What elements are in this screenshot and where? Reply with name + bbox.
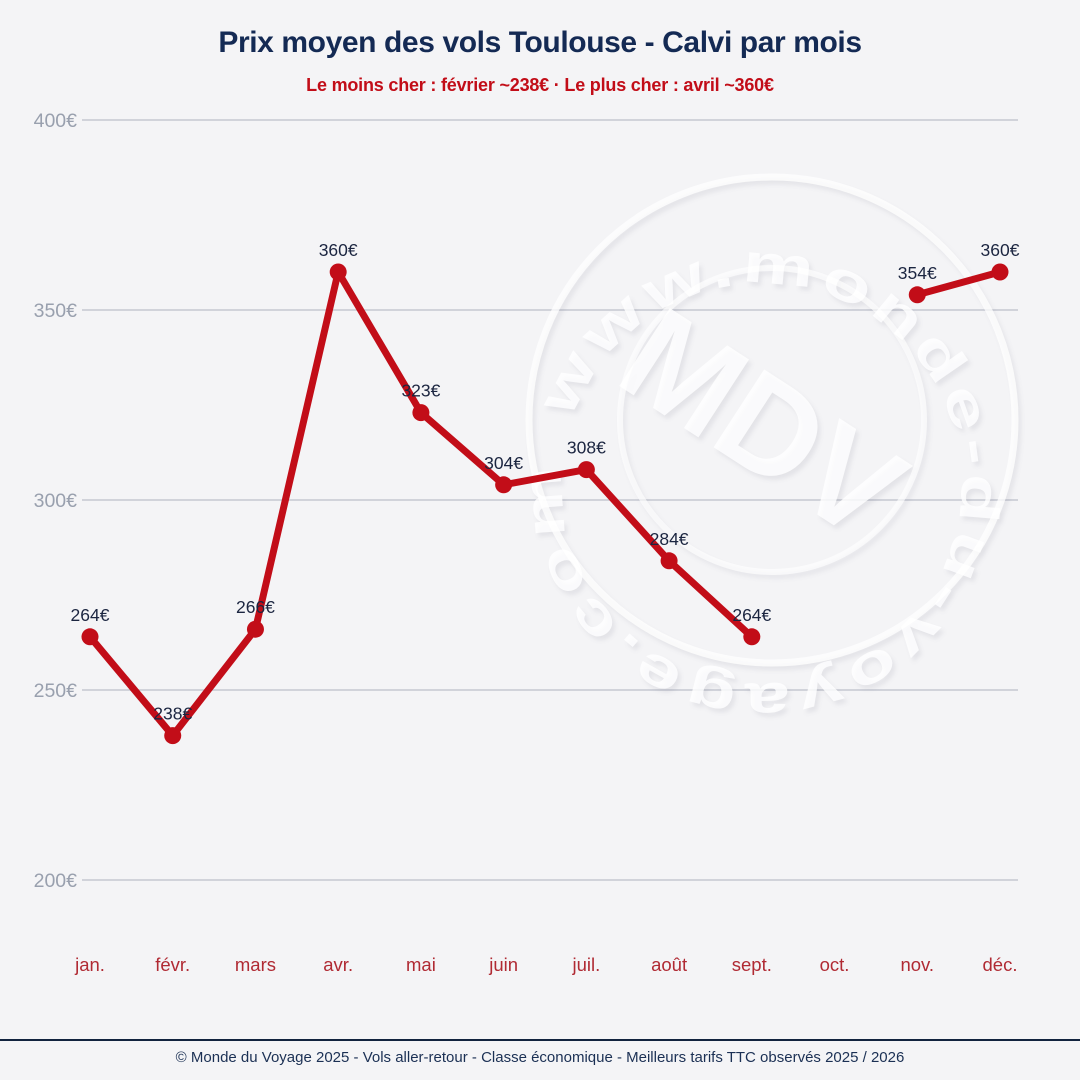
data-point <box>412 404 430 422</box>
data-point-label: 360€ <box>981 240 1020 260</box>
y-axis-tick-label: 350€ <box>34 300 78 322</box>
month-label: nov. <box>900 954 934 975</box>
data-point-label: 323€ <box>401 381 440 401</box>
month-label: févr. <box>155 954 190 975</box>
data-point <box>743 628 761 646</box>
month-label: juin <box>488 954 518 975</box>
data-point <box>660 552 678 570</box>
month-label: mars <box>235 954 276 975</box>
data-point <box>908 286 926 304</box>
series-layer <box>81 263 1009 745</box>
data-point <box>495 476 513 494</box>
data-point-label: 360€ <box>319 240 358 260</box>
month-label: jan. <box>74 954 105 975</box>
gridlines-layer: 400€ 350€ 300€ 250€ 200€ jan. févr. mars avr. mai… <box>34 110 1018 975</box>
month-label: juil. <box>571 954 600 975</box>
data-point <box>164 727 182 745</box>
data-point <box>81 628 99 646</box>
data-point-label: 238€ <box>153 704 192 724</box>
y-axis-tick-label: 250€ <box>34 680 78 702</box>
data-point-label: 308€ <box>567 438 606 458</box>
month-label: mai <box>406 954 436 975</box>
data-point-label: 266€ <box>236 597 275 617</box>
watermark-inner-ring <box>617 265 927 575</box>
month-label: sept. <box>732 954 772 975</box>
y-axis-tick-label: 200€ <box>34 870 78 892</box>
watermark-outer-ring <box>525 173 1019 667</box>
data-point <box>246 620 264 638</box>
footer-copyright: © Monde du Voyage 2025 - Vols aller-reto… <box>175 1049 905 1066</box>
month-label: déc. <box>983 954 1018 975</box>
data-point-label: 304€ <box>484 453 523 473</box>
labels-layer: 264€ 238€ 266€ 360€ 323€ 304€ 308€ 284€ 264€ 354€… <box>71 240 1020 724</box>
data-point-label: 284€ <box>650 529 689 549</box>
data-point <box>577 461 595 479</box>
page-title: Prix moyen des vols Toulouse - Calvi par… <box>218 26 862 59</box>
month-label: août <box>651 954 687 975</box>
data-point-label: 264€ <box>71 605 110 625</box>
data-point-label: 264€ <box>732 605 771 625</box>
data-point-label: 354€ <box>898 263 937 283</box>
month-label: oct. <box>820 954 850 975</box>
data-point <box>991 263 1009 281</box>
footer-divider <box>0 1039 1080 1041</box>
y-axis-tick-label: 400€ <box>34 110 78 132</box>
page-subtitle: Le moins cher : février ~238€ · Le plus … <box>306 75 774 95</box>
price-line-segment <box>913 268 1004 299</box>
y-axis-tick-label: 300€ <box>34 490 78 512</box>
month-label: avr. <box>323 954 353 975</box>
data-point <box>329 263 347 281</box>
